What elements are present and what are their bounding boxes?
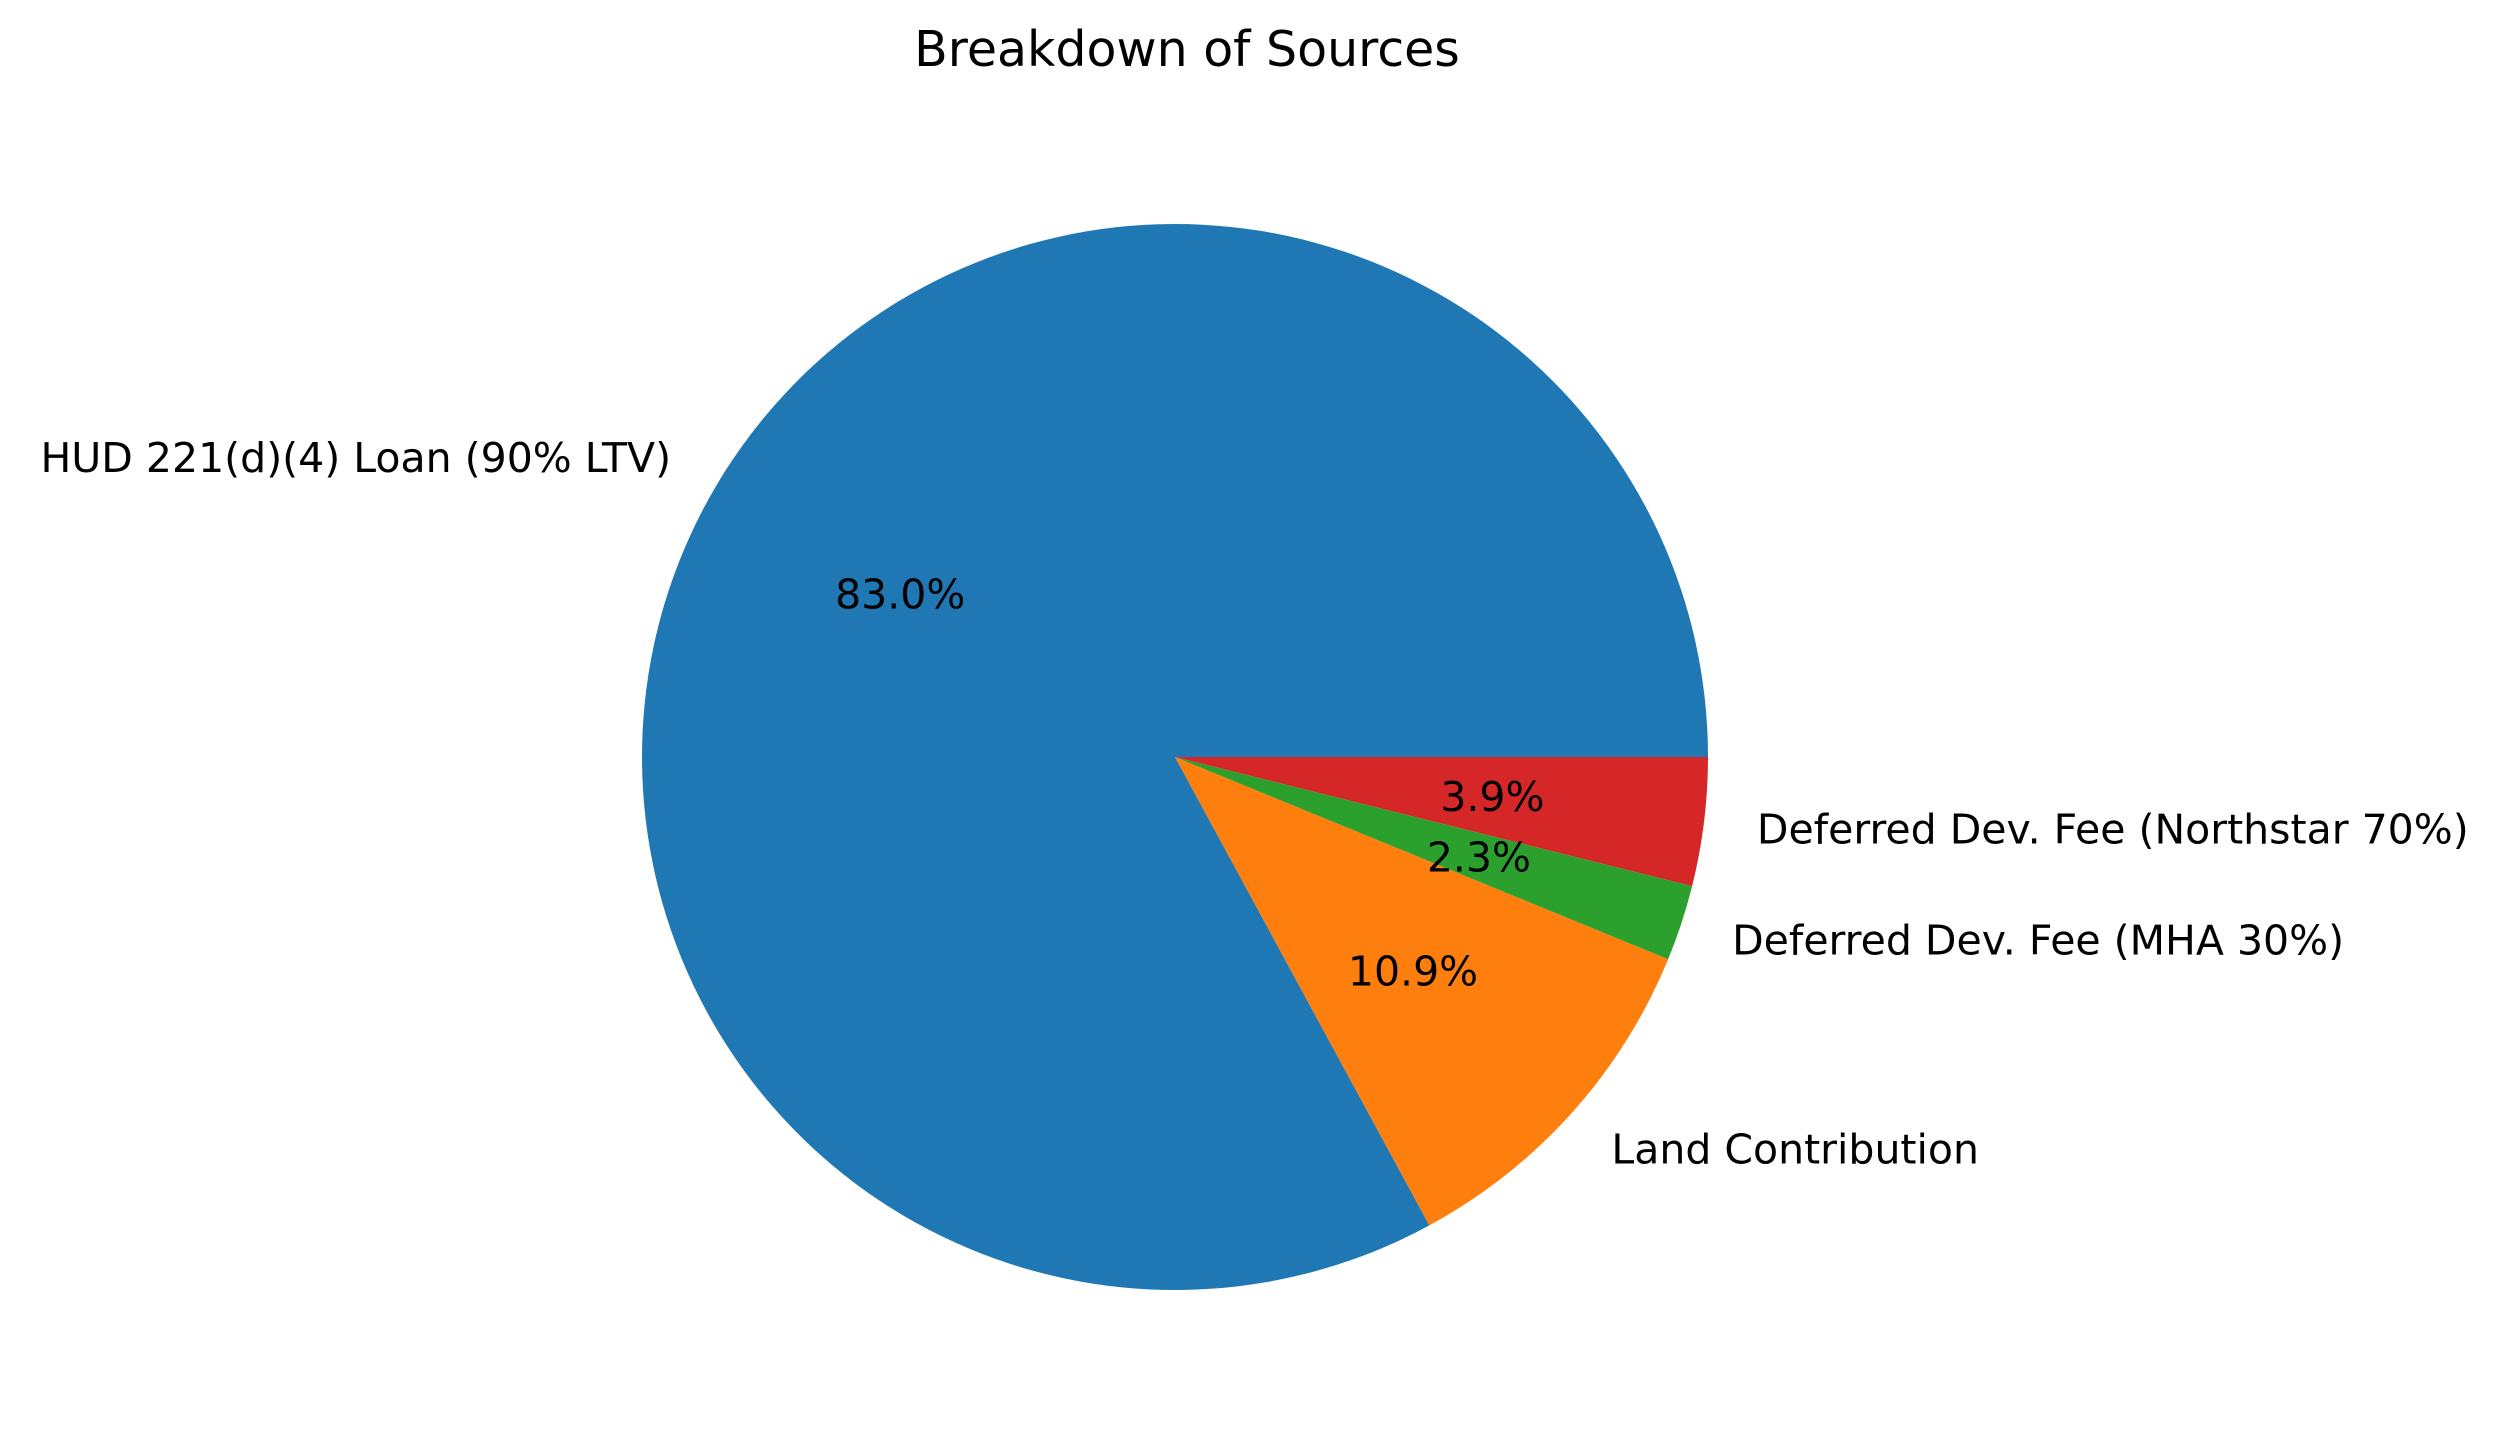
slice-label: Deferred Dev. Fee (MHA 30%) bbox=[1732, 917, 2344, 965]
slice-label: HUD 221(d)(4) Loan (90% LTV) bbox=[40, 434, 671, 482]
pie-slice-land-contribution bbox=[1175, 757, 1669, 1226]
pct-label: 3.9% bbox=[1440, 773, 1544, 821]
slice-label: Deferred Dev. Fee (Northstar 70%) bbox=[1757, 805, 2469, 853]
pct-label: 10.9% bbox=[1348, 947, 1478, 995]
pct-label: 83.0% bbox=[835, 570, 965, 618]
chart-title: Breakdown of Sources bbox=[914, 21, 1460, 78]
pie-slice-hud-221-d-4-loan-90-ltv bbox=[641, 223, 1709, 1290]
slice-label: Land Contribution bbox=[1611, 1125, 1979, 1173]
pie-slice-deferred-dev-fee-northstar-70 bbox=[1175, 757, 1708, 887]
pie-slice-layer bbox=[641, 223, 1709, 1290]
pct-label: 2.3% bbox=[1427, 833, 1531, 881]
pie-text-layer: 83.0% HUD 221(d)(4) Loan (90% LTV) 10.9% La… bbox=[40, 434, 2468, 1173]
pie-slice-deferred-dev-fee-mha-30 bbox=[1175, 757, 1693, 960]
